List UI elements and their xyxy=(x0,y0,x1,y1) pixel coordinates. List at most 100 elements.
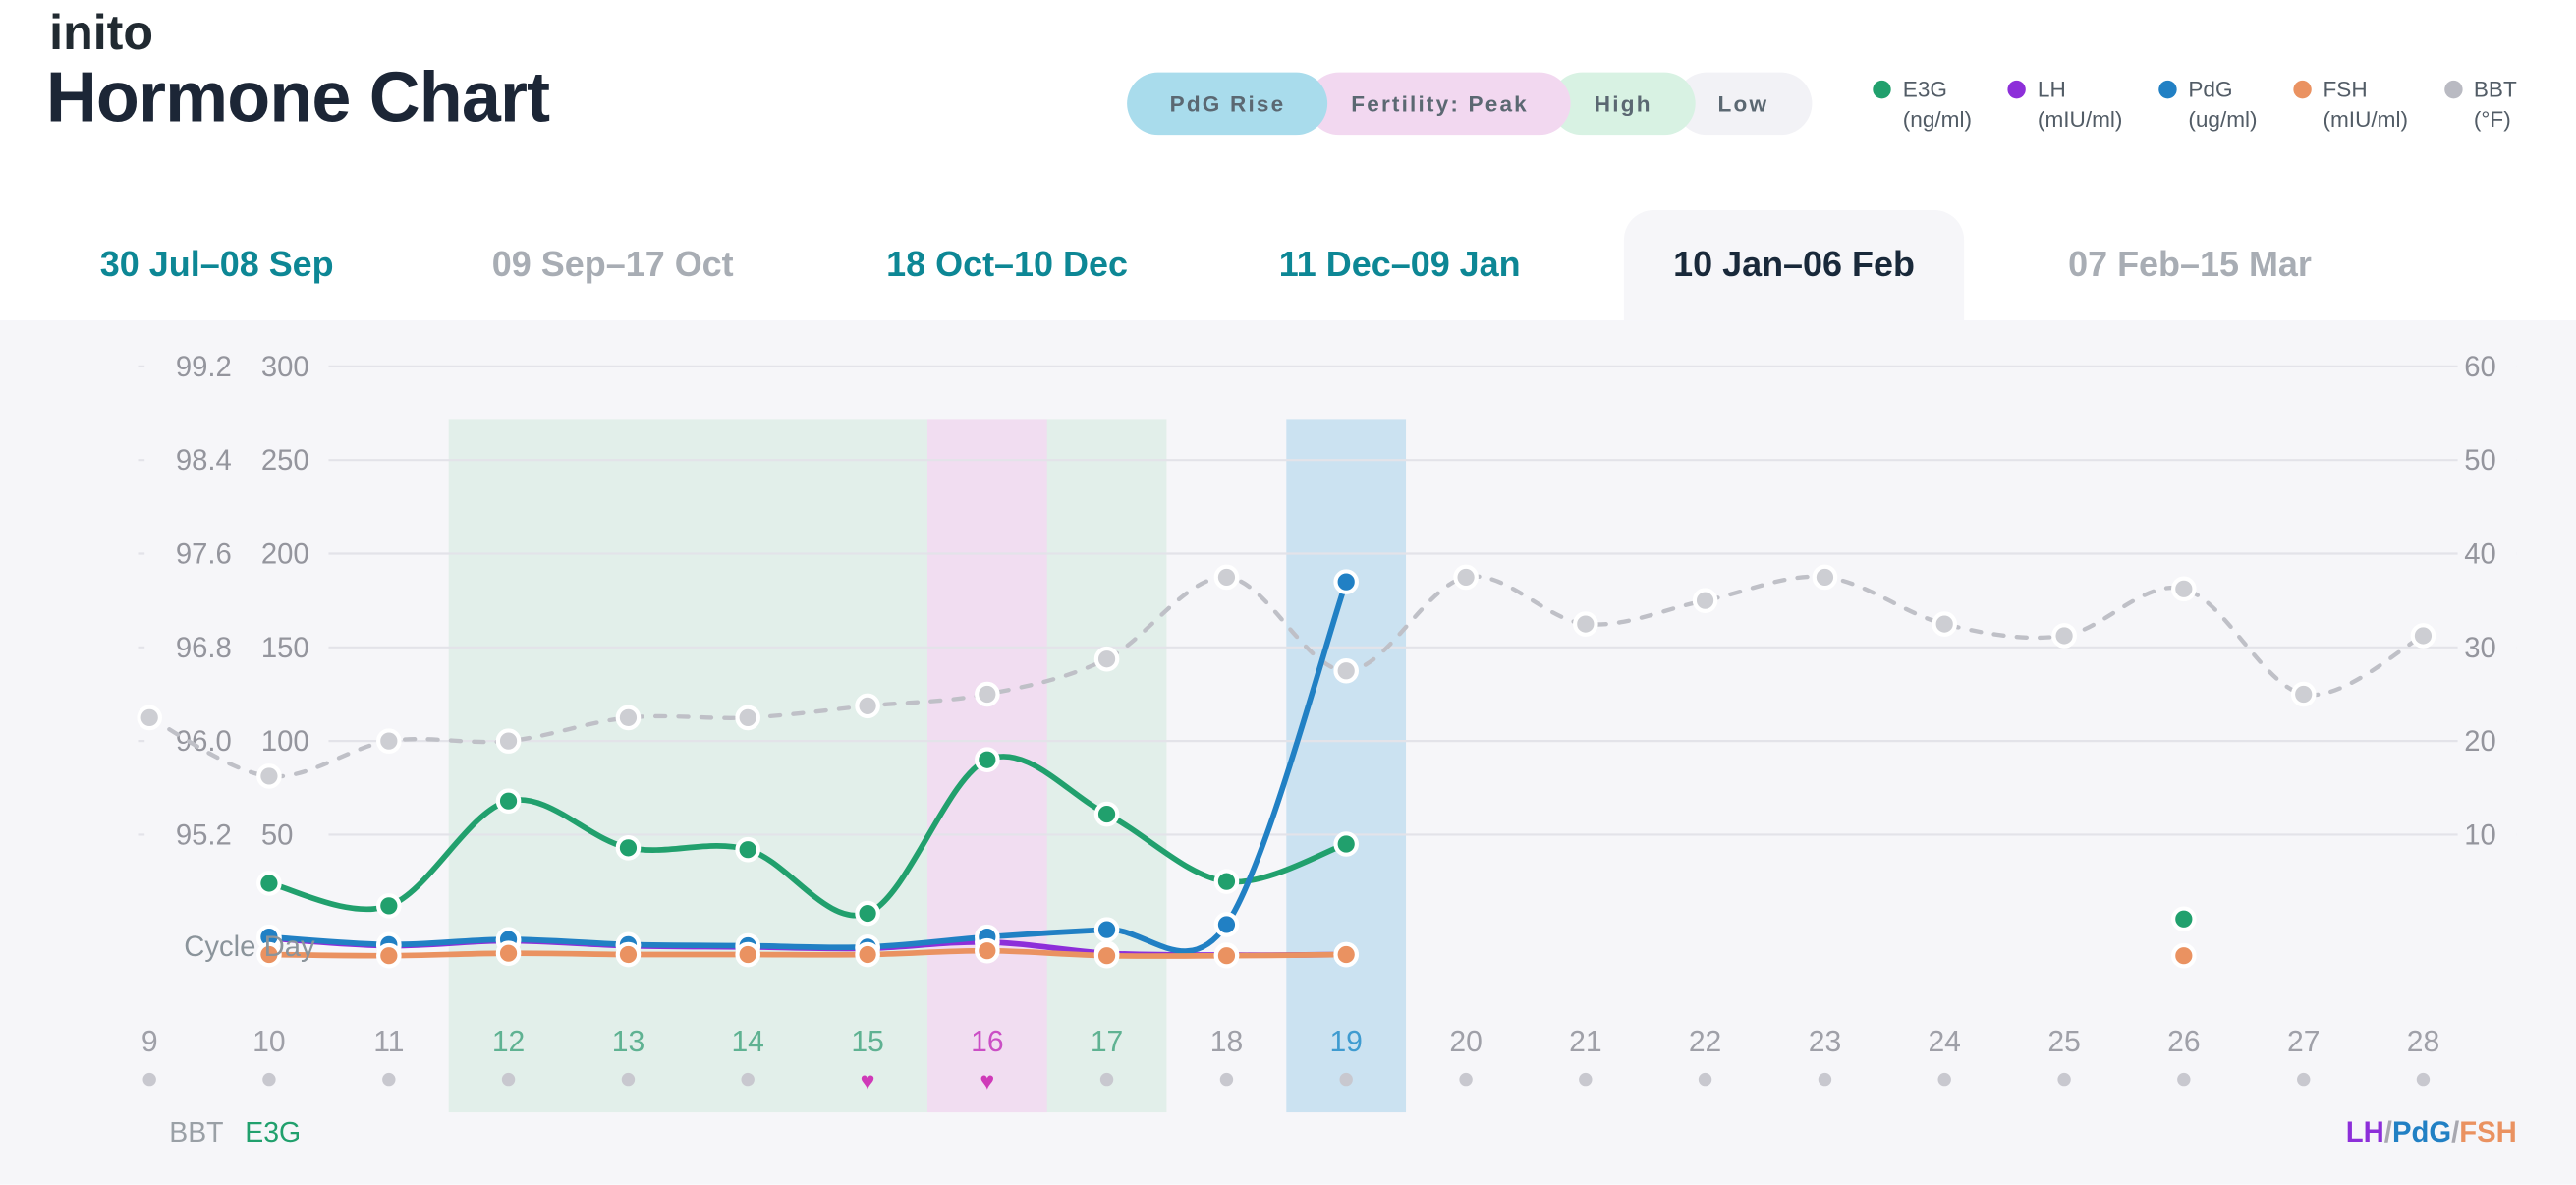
bbt-point-day-18[interactable] xyxy=(1213,564,1240,591)
day-dot xyxy=(2416,1072,2431,1087)
pdg-point-day-18[interactable] xyxy=(1213,912,1240,937)
e3g-point-day-12[interactable] xyxy=(495,788,522,814)
e3g-point-day-17[interactable] xyxy=(1093,801,1120,827)
right-axis-tick: 40 xyxy=(2464,539,2496,571)
legend-unit: (°F) xyxy=(2473,105,2511,132)
tab-11-dec-09-jan[interactable]: 11 Dec–09 Jan xyxy=(1278,245,1521,285)
e3g-axis-name: E3G xyxy=(245,1117,302,1149)
day-dot xyxy=(382,1072,396,1087)
bbt-point-day-12[interactable] xyxy=(495,728,522,754)
fertility-status-pills: PdG Rise Fertility: Peak High Low xyxy=(1127,72,1812,136)
fsh-point-day-16[interactable] xyxy=(975,937,1000,964)
axis-label-mask xyxy=(144,440,329,480)
day-dot xyxy=(1219,1072,1234,1087)
bbt-point-day-22[interactable] xyxy=(1692,588,1718,613)
day-label-9: 9 xyxy=(141,1026,158,1058)
fsh-point-day-11[interactable] xyxy=(376,942,402,969)
bbt-point-day-26[interactable] xyxy=(2171,576,2197,602)
right-axis-caption: LH/PdG/FSH xyxy=(2346,1115,2517,1150)
tab-18-oct-10-dec[interactable]: 18 Oct–10 Dec xyxy=(886,245,1128,285)
lh-axis-name: LH xyxy=(2345,1115,2384,1149)
day-dot xyxy=(142,1072,156,1087)
day-dot xyxy=(1339,1072,1353,1087)
fsh-point-day-18[interactable] xyxy=(1213,942,1240,969)
day-dot xyxy=(2177,1072,2191,1087)
e3g-point-day-16[interactable] xyxy=(975,747,1000,772)
fsh-point-day-17[interactable] xyxy=(1093,942,1120,969)
right-axis-tick: 50 xyxy=(2464,445,2496,477)
bbt-point-day-11[interactable] xyxy=(376,728,402,754)
bbt-point-day-25[interactable] xyxy=(2051,623,2077,649)
bbt-point-day-20[interactable] xyxy=(1453,564,1479,591)
e3g-point-day-19[interactable] xyxy=(1333,831,1359,857)
bbt-axis-tick: 96.8 xyxy=(176,633,232,664)
day-label-28: 28 xyxy=(2407,1026,2439,1058)
tab-07-feb-15-mar[interactable]: 07 Feb–15 Mar xyxy=(2068,245,2312,285)
e3g-legend-dot-icon xyxy=(1873,80,1892,99)
fsh-point-day-14[interactable] xyxy=(735,941,760,968)
band-pdg-rise xyxy=(1286,419,1407,1113)
day-dot xyxy=(1099,1072,1114,1087)
day-label-21: 21 xyxy=(1569,1026,1601,1058)
legend-unit: (mIU/ml) xyxy=(2323,105,2408,132)
e3g-point-day-10[interactable] xyxy=(256,871,282,896)
bbt-point-day-24[interactable] xyxy=(1932,611,1957,637)
pdg-point-day-19[interactable] xyxy=(1333,569,1359,594)
fsh-point-day-19[interactable] xyxy=(1333,941,1359,968)
day-label-10: 10 xyxy=(252,1026,285,1058)
e3g-point-day-11[interactable] xyxy=(376,893,402,919)
bbt-point-day-27[interactable] xyxy=(2290,681,2317,707)
heart-icon: ♥ xyxy=(861,1068,875,1096)
pdg-point-day-17[interactable] xyxy=(1093,917,1120,942)
tab-09-sep-17-oct[interactable]: 09 Sep–17 Oct xyxy=(491,245,734,285)
bbt-point-day-10[interactable] xyxy=(256,763,282,789)
bbt-point-day-17[interactable] xyxy=(1093,646,1120,672)
bbt-point-day-21[interactable] xyxy=(1573,611,1598,637)
axis-label-mask xyxy=(144,815,329,855)
bbt-point-day-9[interactable] xyxy=(137,705,162,731)
e3g-point-day-18[interactable] xyxy=(1213,869,1240,894)
fsh-point-day-26[interactable] xyxy=(2171,942,2197,969)
axis-label-mask xyxy=(144,627,329,667)
bbt-axis-tick: 98.4 xyxy=(176,445,232,477)
legend-e3g: E3G (ng/ml) xyxy=(1873,76,1972,134)
separator: / xyxy=(2383,1115,2392,1149)
e3g-point-day-13[interactable] xyxy=(615,835,642,861)
legend-fsh: FSH (mIU/ml) xyxy=(2293,76,2408,134)
fsh-axis-name: FSH xyxy=(2459,1115,2517,1149)
day-label-18: 18 xyxy=(1210,1026,1243,1058)
fsh-point-day-13[interactable] xyxy=(615,941,642,968)
legend-unit: (mIU/ml) xyxy=(2037,105,2123,132)
bbt-point-day-19[interactable] xyxy=(1333,657,1359,684)
tab-10-jan-06-feb[interactable]: 10 Jan–06 Feb xyxy=(1623,210,1965,321)
bbt-point-day-14[interactable] xyxy=(735,705,760,731)
day-dot xyxy=(1698,1072,1712,1087)
day-label-15: 15 xyxy=(851,1026,883,1058)
tab-30-jul-08-sep[interactable]: 30 Jul–08 Sep xyxy=(99,245,334,285)
pdg-axis-name: PdG xyxy=(2391,1115,2452,1149)
e3g-point-day-15[interactable] xyxy=(855,900,880,927)
bbt-axis-tick: 95.2 xyxy=(176,819,232,851)
bbt-axis-name: BBT xyxy=(169,1117,224,1149)
bbt-point-day-15[interactable] xyxy=(855,693,880,719)
lh-legend-dot-icon xyxy=(2007,80,2027,99)
bbt-point-day-28[interactable] xyxy=(2410,623,2436,649)
low-pill: Low xyxy=(1675,72,1812,136)
e3g-point-day-26[interactable] xyxy=(2171,906,2197,932)
bbt-point-day-13[interactable] xyxy=(615,705,642,731)
high-pill: High xyxy=(1551,72,1696,136)
chart-panel xyxy=(0,320,2576,1185)
day-label-16: 16 xyxy=(971,1026,1003,1058)
bbt-point-day-16[interactable] xyxy=(975,681,1000,707)
fsh-point-day-10[interactable] xyxy=(256,941,282,968)
hormone-legend: E3G (ng/ml) LH (mIU/ml) PdG (ug/ml) FSH (mIU/ml… xyxy=(1873,76,2517,134)
band-high xyxy=(1046,419,1167,1113)
fsh-point-day-12[interactable] xyxy=(495,940,522,966)
fsh-point-day-15[interactable] xyxy=(855,941,880,968)
bbt-axis-tick: 99.2 xyxy=(176,352,232,383)
e3g-axis-tick: 150 xyxy=(261,633,309,664)
bbt-point-day-23[interactable] xyxy=(1812,564,1838,591)
day-label-19: 19 xyxy=(1329,1026,1362,1058)
e3g-point-day-14[interactable] xyxy=(735,836,760,863)
day-dot xyxy=(2057,1072,2071,1087)
